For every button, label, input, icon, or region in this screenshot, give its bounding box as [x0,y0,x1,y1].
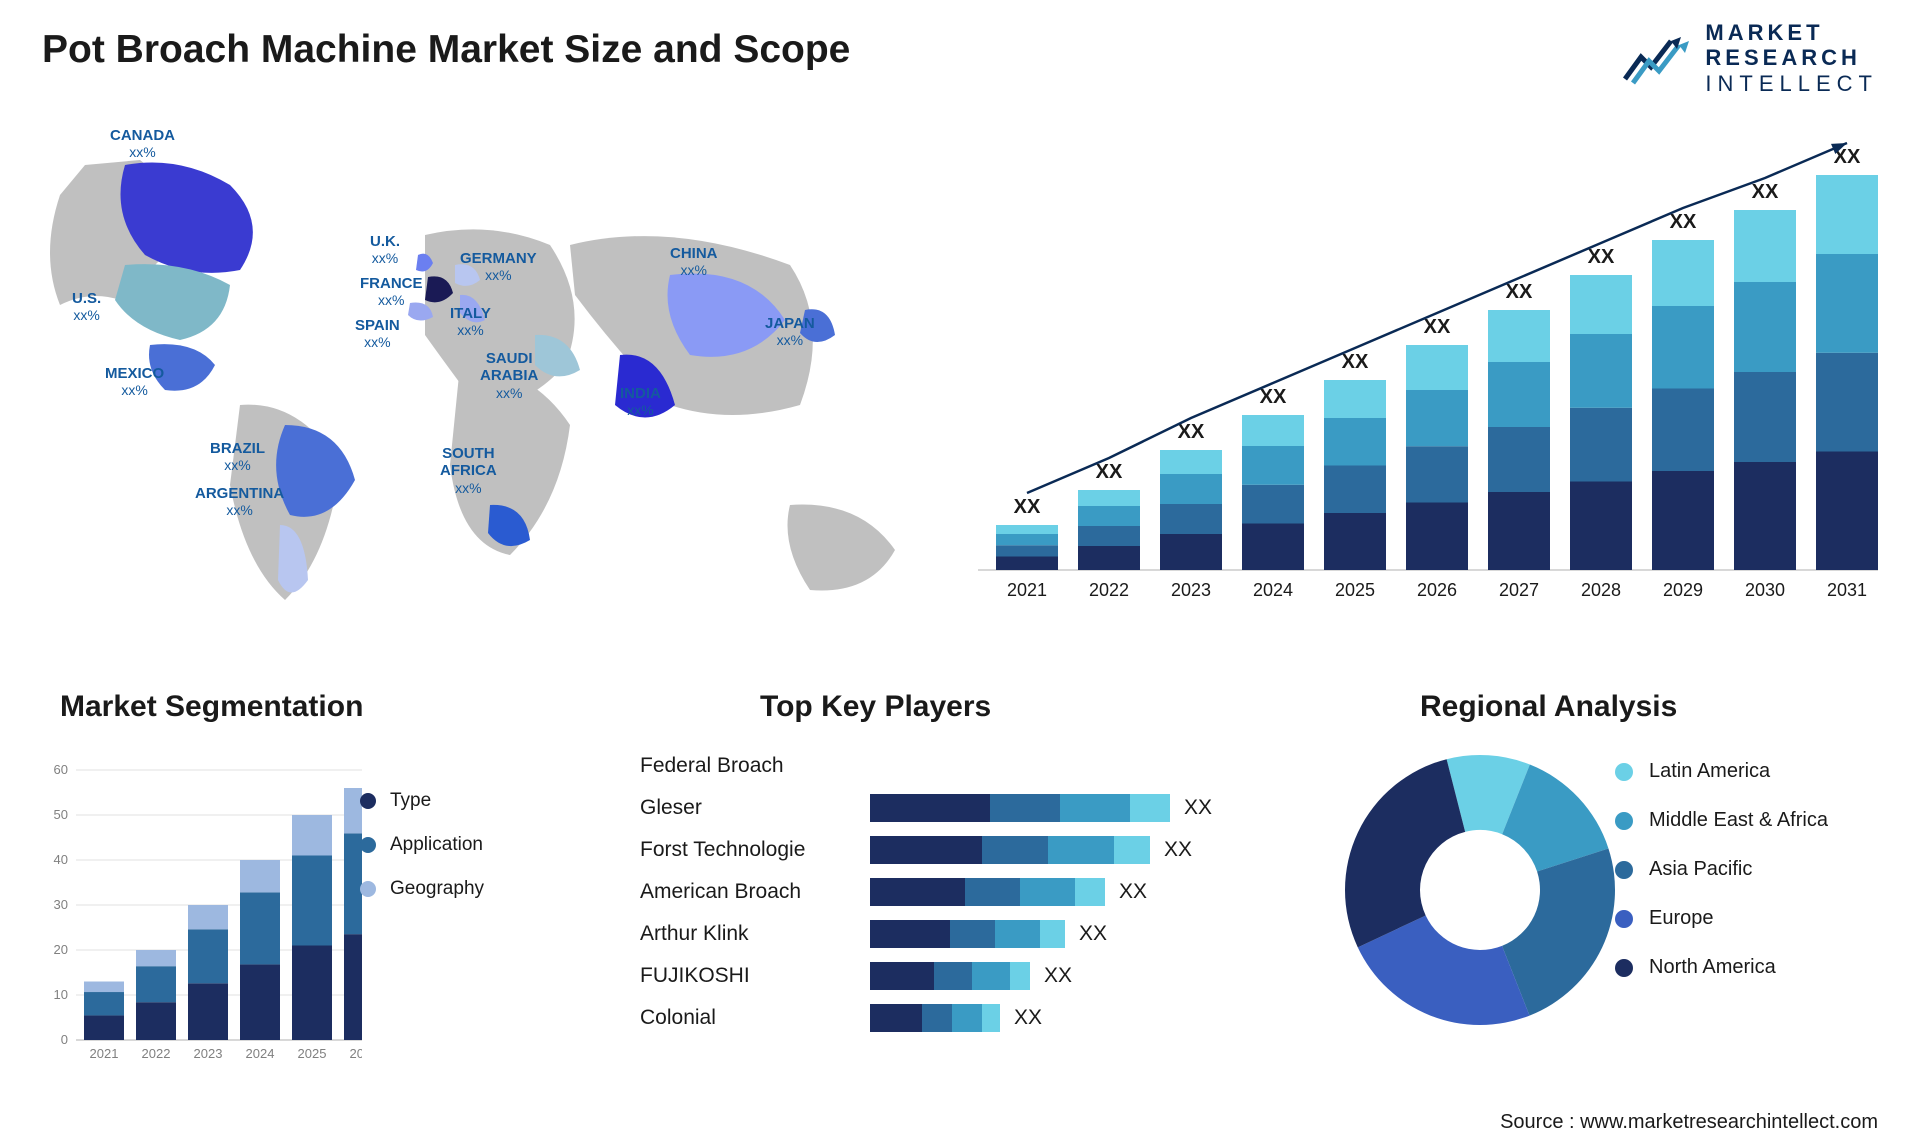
market-size-chart: XX 2021 XX 2022 XX 2023 XX 2024 XX 2025 XX 2026 XX 20… [978,125,1878,625]
map-label: SAUDIARABIAxx% [480,350,538,402]
segmentation-title: Market Segmentation [60,690,363,724]
svg-text:20: 20 [54,942,68,957]
map-label: INDIAxx% [620,385,661,420]
svg-text:XX: XX [1424,316,1451,338]
svg-text:2025: 2025 [298,1046,327,1061]
player-row: Gleser XX [640,787,1300,829]
svg-text:XX: XX [1588,246,1615,268]
svg-text:2026: 2026 [1417,580,1457,600]
svg-text:2028: 2028 [1581,580,1621,600]
player-row: Colonial XX [640,997,1300,1039]
world-map: CANADAxx% U.S.xx% MEXICOxx% BRAZILxx% ARGENT… [30,105,940,675]
player-name: FUJIKOSHI [640,964,870,988]
svg-text:40: 40 [54,852,68,867]
svg-text:2031: 2031 [1827,580,1867,600]
players-chart: Federal Broach Gleser XX Forst Technologie X… [640,745,1300,1039]
legend-item: Middle East & Africa [1615,809,1828,832]
legend-item: Application [360,834,484,856]
svg-text:2024: 2024 [1253,580,1293,600]
svg-text:60: 60 [54,762,68,777]
svg-text:2021: 2021 [90,1046,119,1061]
segmentation-legend: Type Application Geography [360,790,484,922]
logo-line2: RESEARCH [1705,45,1878,70]
map-label: MEXICOxx% [105,365,164,400]
map-label: U.K.xx% [370,233,400,268]
logo-line3: INTELLECT [1705,71,1878,96]
svg-text:2025: 2025 [1335,580,1375,600]
player-row: Forst Technologie XX [640,829,1300,871]
svg-text:2022: 2022 [1089,580,1129,600]
map-label: SOUTHAFRICAxx% [440,445,497,497]
player-name: Colonial [640,1006,870,1030]
logo-icon [1623,29,1693,87]
svg-text:XX: XX [1014,496,1041,518]
legend-item: North America [1615,956,1828,979]
svg-text:2024: 2024 [246,1046,275,1061]
svg-text:XX: XX [1752,181,1779,203]
svg-text:2026: 2026 [350,1046,362,1061]
svg-text:XX: XX [1260,386,1287,408]
map-label: ARGENTINAxx% [195,485,284,520]
svg-text:2022: 2022 [142,1046,171,1061]
player-value: XX [1184,796,1212,820]
logo: MARKET RESEARCH INTELLECT [1623,20,1878,96]
regional-legend: Latin America Middle East & Africa Asia Pa… [1615,760,1828,1005]
segmentation-chart: 0 10 20 30 40 50 60 2021 2022 2023 2024 2025 2026 [42,740,582,1080]
svg-text:2023: 2023 [194,1046,223,1061]
map-label: U.S.xx% [72,290,101,325]
svg-text:XX: XX [1178,421,1205,443]
svg-text:2027: 2027 [1499,580,1539,600]
svg-text:2021: 2021 [1007,580,1047,600]
player-name: American Broach [640,880,870,904]
regional-title: Regional Analysis [1420,690,1677,724]
player-value: XX [1044,964,1072,988]
page-title: Pot Broach Machine Market Size and Scope [42,28,850,72]
map-label: CHINAxx% [670,245,718,280]
svg-text:0: 0 [61,1032,68,1047]
map-label: FRANCExx% [360,275,423,310]
legend-item: Latin America [1615,760,1828,783]
svg-text:XX: XX [1506,281,1533,303]
source-text: Source : www.marketresearchintellect.com [1500,1111,1878,1134]
map-label: SPAINxx% [355,317,400,352]
player-value: XX [1079,922,1107,946]
map-label: JAPANxx% [765,315,815,350]
logo-line1: MARKET [1705,20,1878,45]
svg-text:2030: 2030 [1745,580,1785,600]
map-label: CANADAxx% [110,127,175,162]
player-value: XX [1014,1006,1042,1030]
svg-text:2029: 2029 [1663,580,1703,600]
player-row: FUJIKOSHI XX [640,955,1300,997]
player-name: Gleser [640,796,870,820]
legend-item: Geography [360,878,484,900]
player-row: Federal Broach [640,745,1300,787]
player-name: Arthur Klink [640,922,870,946]
player-row: American Broach XX [640,871,1300,913]
player-value: XX [1119,880,1147,904]
map-label: GERMANYxx% [460,250,537,285]
svg-text:30: 30 [54,897,68,912]
svg-text:10: 10 [54,987,68,1002]
svg-text:XX: XX [1096,461,1123,483]
player-row: Arthur Klink XX [640,913,1300,955]
players-title: Top Key Players [760,690,991,724]
svg-text:50: 50 [54,807,68,822]
svg-text:XX: XX [1670,211,1697,233]
legend-item: Type [360,790,484,812]
legend-item: Asia Pacific [1615,858,1828,881]
player-name: Federal Broach [640,754,870,778]
svg-text:2023: 2023 [1171,580,1211,600]
player-value: XX [1164,838,1192,862]
map-label: ITALYxx% [450,305,491,340]
svg-text:XX: XX [1342,351,1369,373]
legend-item: Europe [1615,907,1828,930]
map-label: BRAZILxx% [210,440,265,475]
player-name: Forst Technologie [640,838,870,862]
